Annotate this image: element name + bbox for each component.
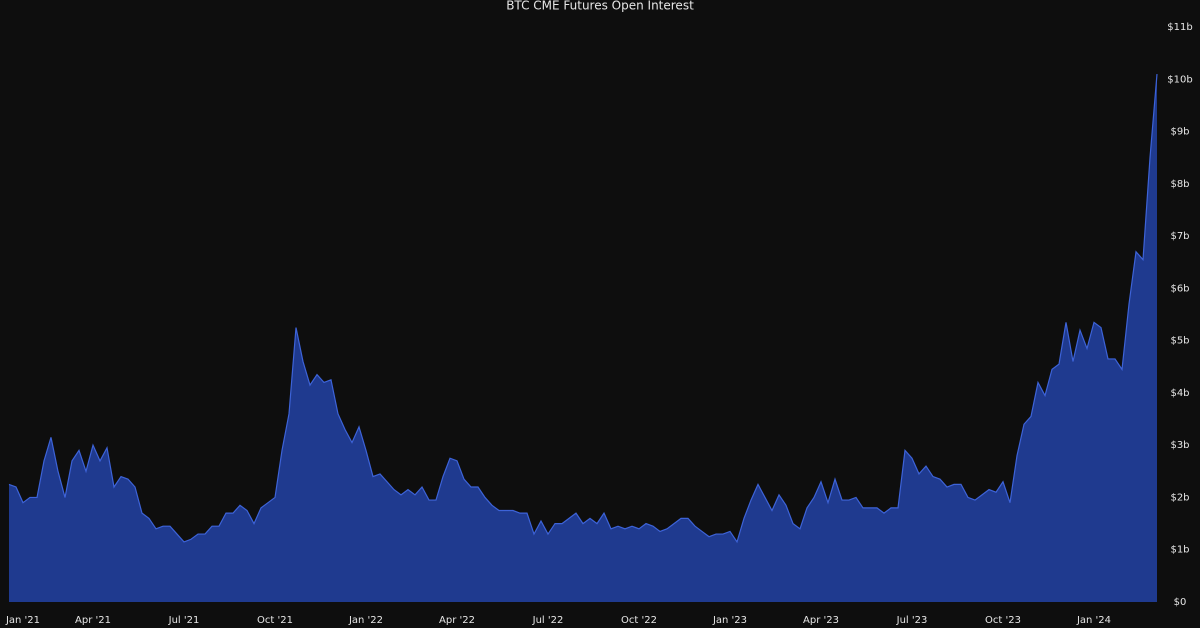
x-tick-label: Jul '22 — [532, 615, 564, 626]
y-tick-label: $9b — [1170, 127, 1189, 138]
y-tick-label: $0 — [1174, 597, 1187, 608]
x-tick-label: Oct '23 — [985, 615, 1021, 626]
y-tick-label: $8b — [1170, 179, 1189, 190]
x-tick-label: Apr '23 — [803, 615, 839, 626]
x-tick-label: Jan '21 — [5, 615, 40, 626]
y-tick-label: $4b — [1170, 388, 1189, 399]
y-tick-label: $10b — [1167, 74, 1192, 85]
y-tick-label: $2b — [1170, 492, 1189, 503]
x-tick-label: Jan '23 — [712, 615, 747, 626]
y-tick-label: $6b — [1170, 283, 1189, 294]
y-tick-label: $11b — [1167, 22, 1192, 33]
x-tick-label: Oct '21 — [257, 615, 293, 626]
y-tick-label: $7b — [1170, 231, 1189, 242]
x-tick-label: Jul '21 — [168, 615, 200, 626]
x-tick-label: Jan '22 — [348, 615, 383, 626]
x-tick-label: Jul '23 — [896, 615, 928, 626]
y-tick-label: $3b — [1170, 440, 1189, 451]
chart-title: BTC CME Futures Open Interest — [506, 0, 694, 13]
area — [9, 74, 1157, 602]
x-tick-label: Jan '24 — [1076, 615, 1111, 626]
x-tick-label: Apr '21 — [75, 615, 111, 626]
x-tick-label: Oct '22 — [621, 615, 657, 626]
area-line — [8, 73, 1158, 544]
y-tick-label: $1b — [1170, 545, 1189, 556]
y-tick-label: $5b — [1170, 336, 1189, 347]
x-tick-label: Apr '22 — [439, 615, 475, 626]
